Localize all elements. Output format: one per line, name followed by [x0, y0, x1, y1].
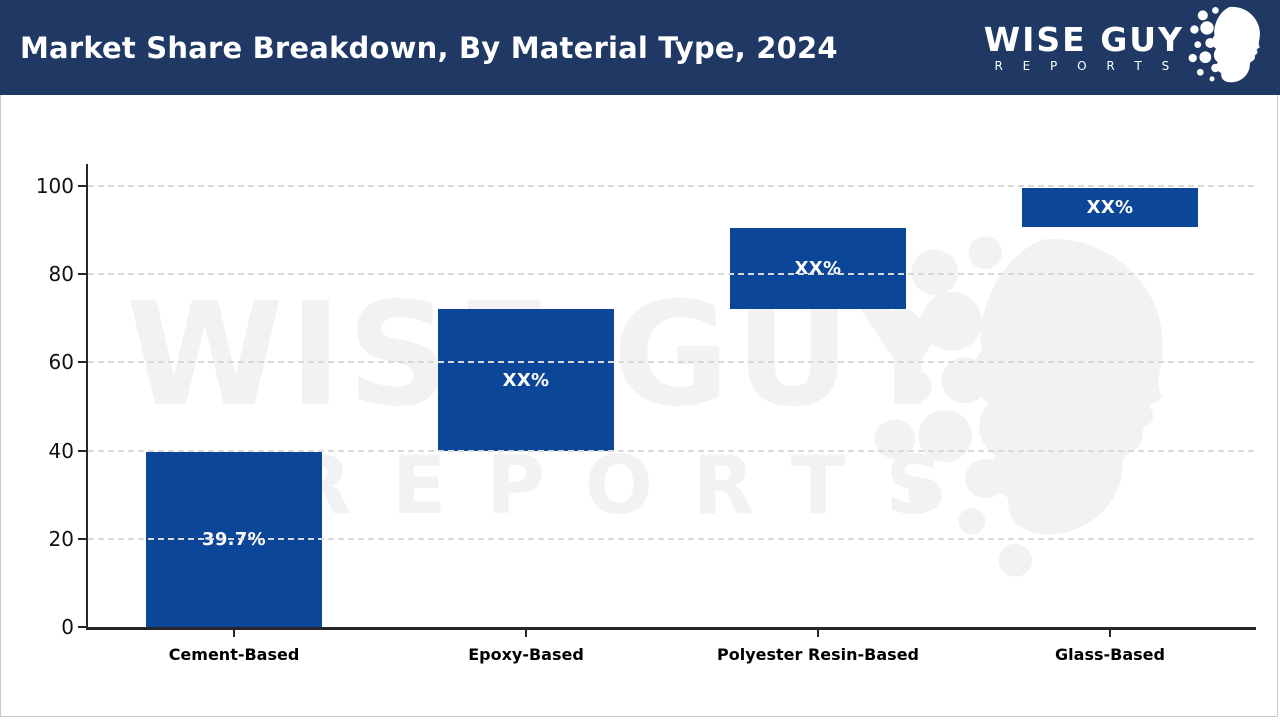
y-tick-mark-0 — [78, 626, 86, 628]
x-tick-label-2: Epoxy-Based — [468, 645, 584, 664]
y-tick-mark-100 — [78, 185, 86, 188]
brand-logo-text: WISE GUY R E P O R T S — [984, 23, 1184, 72]
y-tick-label-0: 0 — [61, 615, 74, 639]
y-tick-label-100: 100 — [35, 174, 74, 199]
bar-value-label: 39.7% — [202, 528, 266, 550]
brand-logo-wordmark: WISE GUY — [983, 20, 1184, 59]
y-tick-mark-40 — [78, 449, 86, 452]
x-tick-mark-3 — [817, 630, 819, 637]
bar-value-label: XX% — [1086, 197, 1134, 219]
y-tick-mark-80 — [78, 273, 86, 276]
gridline-100 — [88, 185, 1254, 188]
bar-value-label: XX% — [794, 257, 842, 279]
x-axis-line — [86, 627, 1256, 630]
x-tick-label-1: Cement-Based — [168, 645, 300, 664]
chart-title: Market Share Breakdown, By Material Type… — [20, 30, 838, 65]
gridline-60 — [88, 361, 1254, 364]
watermark-head-graphic — [874, 236, 1163, 577]
x-tick-mark-4 — [1109, 630, 1111, 637]
y-tick-label-60: 60 — [48, 350, 74, 375]
x-tick-mark-1 — [233, 630, 235, 637]
watermark-reports: REPORTS — [290, 439, 984, 532]
bar-value-label: XX% — [502, 369, 550, 391]
bar-segment-polyester-resin-based: XX% — [730, 227, 906, 309]
y-axis-line — [86, 164, 88, 629]
gridline-80 — [88, 273, 1254, 276]
x-tick-mark-2 — [525, 630, 527, 637]
y-tick-mark-20 — [78, 537, 86, 540]
brand-logo: WISE GUY R E P O R T S — [984, 0, 1270, 95]
plot-area: 0 20 40 60 80 100 39.7% Cement-Based XX% Epoxy-Ba… — [36, 164, 1256, 664]
brand-logo-head-icon — [1188, 6, 1260, 82]
y-tick-label-40: 40 — [48, 438, 74, 463]
header-bar: Market Share Breakdown, By Material Type… — [0, 0, 1280, 95]
x-tick-label-3: Polyester Resin-Based — [717, 645, 919, 664]
y-tick-label-20: 20 — [48, 526, 74, 551]
bar-segment-glass-based: XX% — [1022, 187, 1198, 228]
bar-segment-cement-based: 39.7% — [146, 451, 322, 627]
y-tick-label-80: 80 — [48, 262, 74, 287]
y-tick-mark-60 — [78, 361, 86, 364]
brand-logo-subtitle: R E P O R T S — [994, 59, 1178, 73]
bar-segment-epoxy-based: XX% — [438, 309, 614, 452]
x-tick-label-4: Glass-Based — [1055, 645, 1165, 664]
